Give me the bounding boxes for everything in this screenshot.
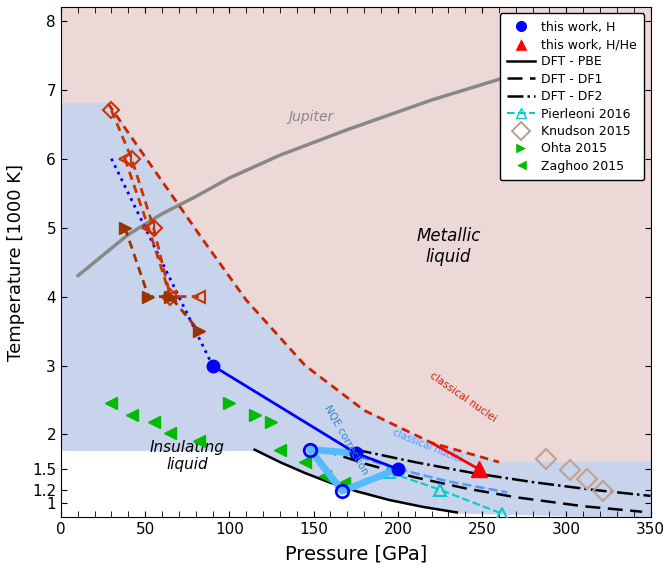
DFT - DF1	[360, 460, 368, 467]
Knudson 2015	[566, 467, 574, 474]
Ohta 2015	[267, 418, 276, 425]
Line: Zaghoo 2015: Zaghoo 2015	[274, 443, 350, 489]
Line: DFT - DF1: DFT - DF1	[322, 450, 642, 512]
DFT - PBE	[301, 470, 309, 477]
Legend: this work, H, this work, H/He, DFT - PBE, DFT - DF1, DFT - DF2, Pierleoni 2016, : this work, H, this work, H/He, DFT - PBE…	[500, 13, 644, 180]
Zaghoo 2015	[276, 446, 284, 453]
this work, H	[208, 362, 216, 369]
DFT - PBE	[453, 509, 461, 516]
DFT - DF1	[638, 508, 646, 515]
Polygon shape	[61, 7, 650, 462]
Knudson 2015	[599, 487, 607, 494]
Pierleoni 2016	[385, 469, 393, 476]
Text: Insulating
liquid: Insulating liquid	[150, 439, 224, 472]
DFT - DF2	[470, 470, 478, 477]
Pierleoni 2016	[498, 510, 506, 517]
DFT - DF2	[351, 446, 360, 453]
DFT - PBE	[276, 459, 284, 466]
Zaghoo 2015	[321, 473, 329, 479]
this work, H	[394, 466, 402, 473]
DFT - DF2	[646, 492, 655, 499]
DFT - DF2	[411, 459, 419, 466]
Line: Knudson 2015: Knudson 2015	[539, 451, 610, 498]
Line: Ohta 2015: Ohta 2015	[223, 397, 278, 428]
X-axis label: Pressure [GPa]: Pressure [GPa]	[284, 544, 427, 563]
Pierleoni 2016	[436, 486, 444, 493]
Line: DFT - DF2: DFT - DF2	[355, 450, 650, 496]
DFT - DF1	[461, 485, 469, 492]
Text: Metallic
liquid: Metallic liquid	[416, 227, 480, 266]
DFT - DF2	[529, 479, 537, 486]
Knudson 2015	[542, 455, 550, 462]
Line: this work, H: this work, H	[206, 359, 404, 475]
DFT - PBE	[419, 503, 427, 510]
DFT - DF1	[411, 474, 419, 481]
Zaghoo 2015	[340, 479, 348, 486]
Text: classical nuclei: classical nuclei	[391, 427, 463, 464]
Ohta 2015	[251, 412, 259, 418]
DFT - DF2	[587, 486, 595, 493]
DFT - DF1	[579, 503, 587, 510]
DFT - PBE	[385, 496, 393, 503]
DFT - PBE	[327, 479, 335, 486]
DFT - DF1	[512, 494, 520, 500]
Zaghoo 2015	[301, 459, 309, 466]
Line: Pierleoni 2016: Pierleoni 2016	[384, 467, 508, 519]
Text: classical nuclei: classical nuclei	[428, 370, 499, 424]
Text: NQE correction: NQE correction	[322, 404, 370, 477]
Knudson 2015	[583, 476, 591, 483]
Ohta 2015	[225, 400, 233, 407]
Y-axis label: Temperature [1000 K]: Temperature [1000 K]	[7, 164, 25, 361]
DFT - PBE	[351, 487, 360, 494]
Line: DFT - PBE: DFT - PBE	[255, 450, 457, 512]
Text: Jupiter: Jupiter	[288, 110, 333, 124]
DFT - PBE	[251, 446, 259, 453]
this work, H	[351, 450, 360, 457]
DFT - DF1	[318, 446, 326, 453]
